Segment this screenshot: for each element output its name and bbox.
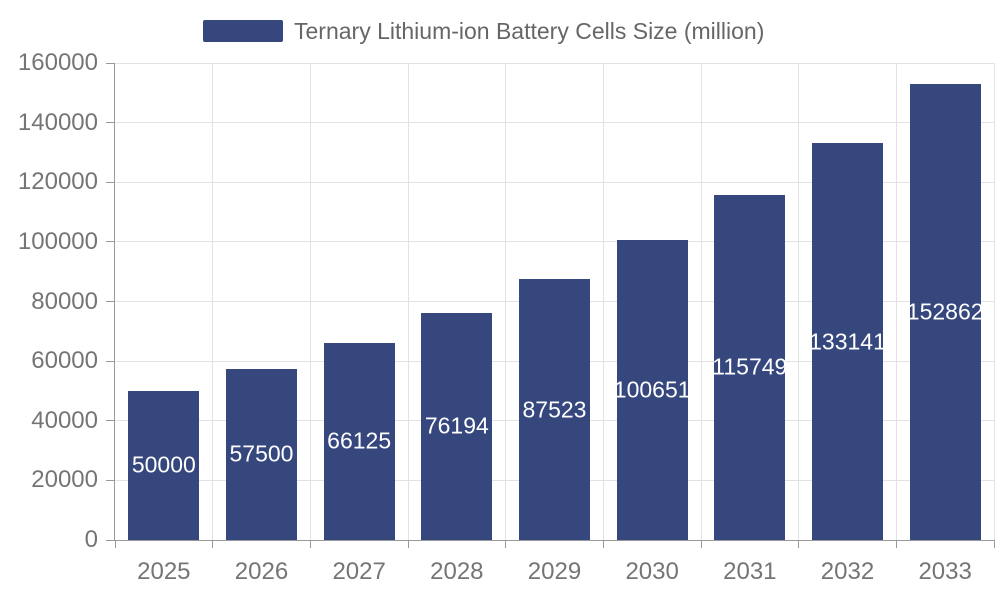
bar-value-label: 50000 — [131, 451, 196, 478]
y-axis-label: 0 — [84, 526, 98, 553]
x-axis-label: 2031 — [723, 558, 777, 585]
legend-item[interactable]: Ternary Lithium-ion Battery Cells Size (… — [203, 19, 764, 43]
bar-2025 — [128, 390, 200, 540]
bar-value-label: 57500 — [229, 440, 294, 467]
x-axis-label: 2033 — [918, 558, 972, 585]
x-axis-label: 2032 — [820, 558, 875, 585]
x-axis-label: 2026 — [234, 558, 289, 585]
x-axis-label: 2025 — [137, 558, 191, 585]
grid-line-vertical — [602, 63, 604, 540]
legend-swatch-icon — [203, 20, 283, 42]
bar-2026 — [226, 368, 297, 540]
bar-2030 — [616, 239, 688, 540]
x-axis-tick — [505, 540, 507, 548]
x-axis-tick — [407, 540, 409, 548]
x-axis-label: 2028 — [430, 558, 484, 585]
y-axis-label: 40000 — [31, 406, 98, 434]
y-axis-label: 140000 — [17, 108, 98, 136]
grid-line-horizontal — [115, 241, 994, 243]
bar-value-label: 66125 — [327, 427, 392, 454]
grid-line-vertical — [993, 63, 995, 540]
y-axis-tick — [106, 479, 115, 481]
grid-line-horizontal — [115, 62, 994, 64]
grid-line-vertical — [798, 63, 800, 540]
bar-2027 — [323, 342, 395, 540]
y-axis-tick — [106, 181, 115, 183]
x-axis-tick — [993, 540, 995, 548]
bar-value-label: 133141 — [809, 328, 886, 355]
bar-value-label: 152862 — [906, 298, 984, 325]
x-axis-label: 2030 — [625, 558, 679, 585]
grid-line-vertical — [505, 63, 507, 540]
x-axis-tick — [114, 540, 116, 548]
bar-value-label: 76194 — [424, 412, 489, 439]
y-axis-tick — [106, 62, 115, 64]
y-axis-tick — [106, 539, 115, 541]
bar-value-label: 100651 — [613, 376, 691, 403]
legend-label: Ternary Lithium-ion Battery Cells Size (… — [294, 18, 765, 44]
bar-value-label: 87523 — [522, 396, 587, 423]
grid-line-vertical — [895, 63, 897, 540]
grid-line-vertical — [309, 63, 311, 540]
grid-line-horizontal — [115, 181, 994, 183]
x-axis-label: 2027 — [332, 558, 386, 585]
bar-2029 — [519, 279, 590, 540]
x-axis-tick — [798, 540, 800, 548]
y-axis-tick — [106, 301, 115, 302]
x-axis-label: 2029 — [527, 558, 582, 585]
x-axis-tick — [212, 540, 214, 548]
x-axis-tick — [895, 540, 897, 548]
y-axis-tick — [106, 241, 115, 243]
y-axis-tick — [106, 420, 115, 422]
y-axis-label: 160000 — [17, 49, 98, 76]
bar-value-label: 115749 — [712, 353, 788, 380]
x-axis-tick — [309, 540, 311, 548]
grid-line-vertical — [407, 63, 409, 540]
y-axis-label: 20000 — [31, 466, 98, 494]
x-axis-tick — [602, 540, 604, 548]
y-axis-tick — [106, 360, 115, 362]
bar-2033 — [909, 84, 981, 540]
y-axis-label: 120000 — [17, 168, 98, 196]
y-axis-label: 80000 — [31, 287, 98, 315]
grid-line-horizontal — [115, 122, 994, 124]
y-axis-label: 100000 — [17, 227, 98, 255]
bar-2032 — [812, 143, 883, 540]
bar-2028 — [421, 312, 493, 540]
bar-2031 — [714, 194, 786, 540]
x-axis-tick — [700, 540, 702, 548]
y-axis-tick — [106, 122, 115, 124]
x-axis-line — [114, 539, 994, 541]
y-axis-line — [114, 63, 115, 540]
y-axis-label: 60000 — [31, 347, 98, 375]
grid-line-vertical — [700, 63, 702, 540]
grid-line-vertical — [212, 63, 214, 540]
